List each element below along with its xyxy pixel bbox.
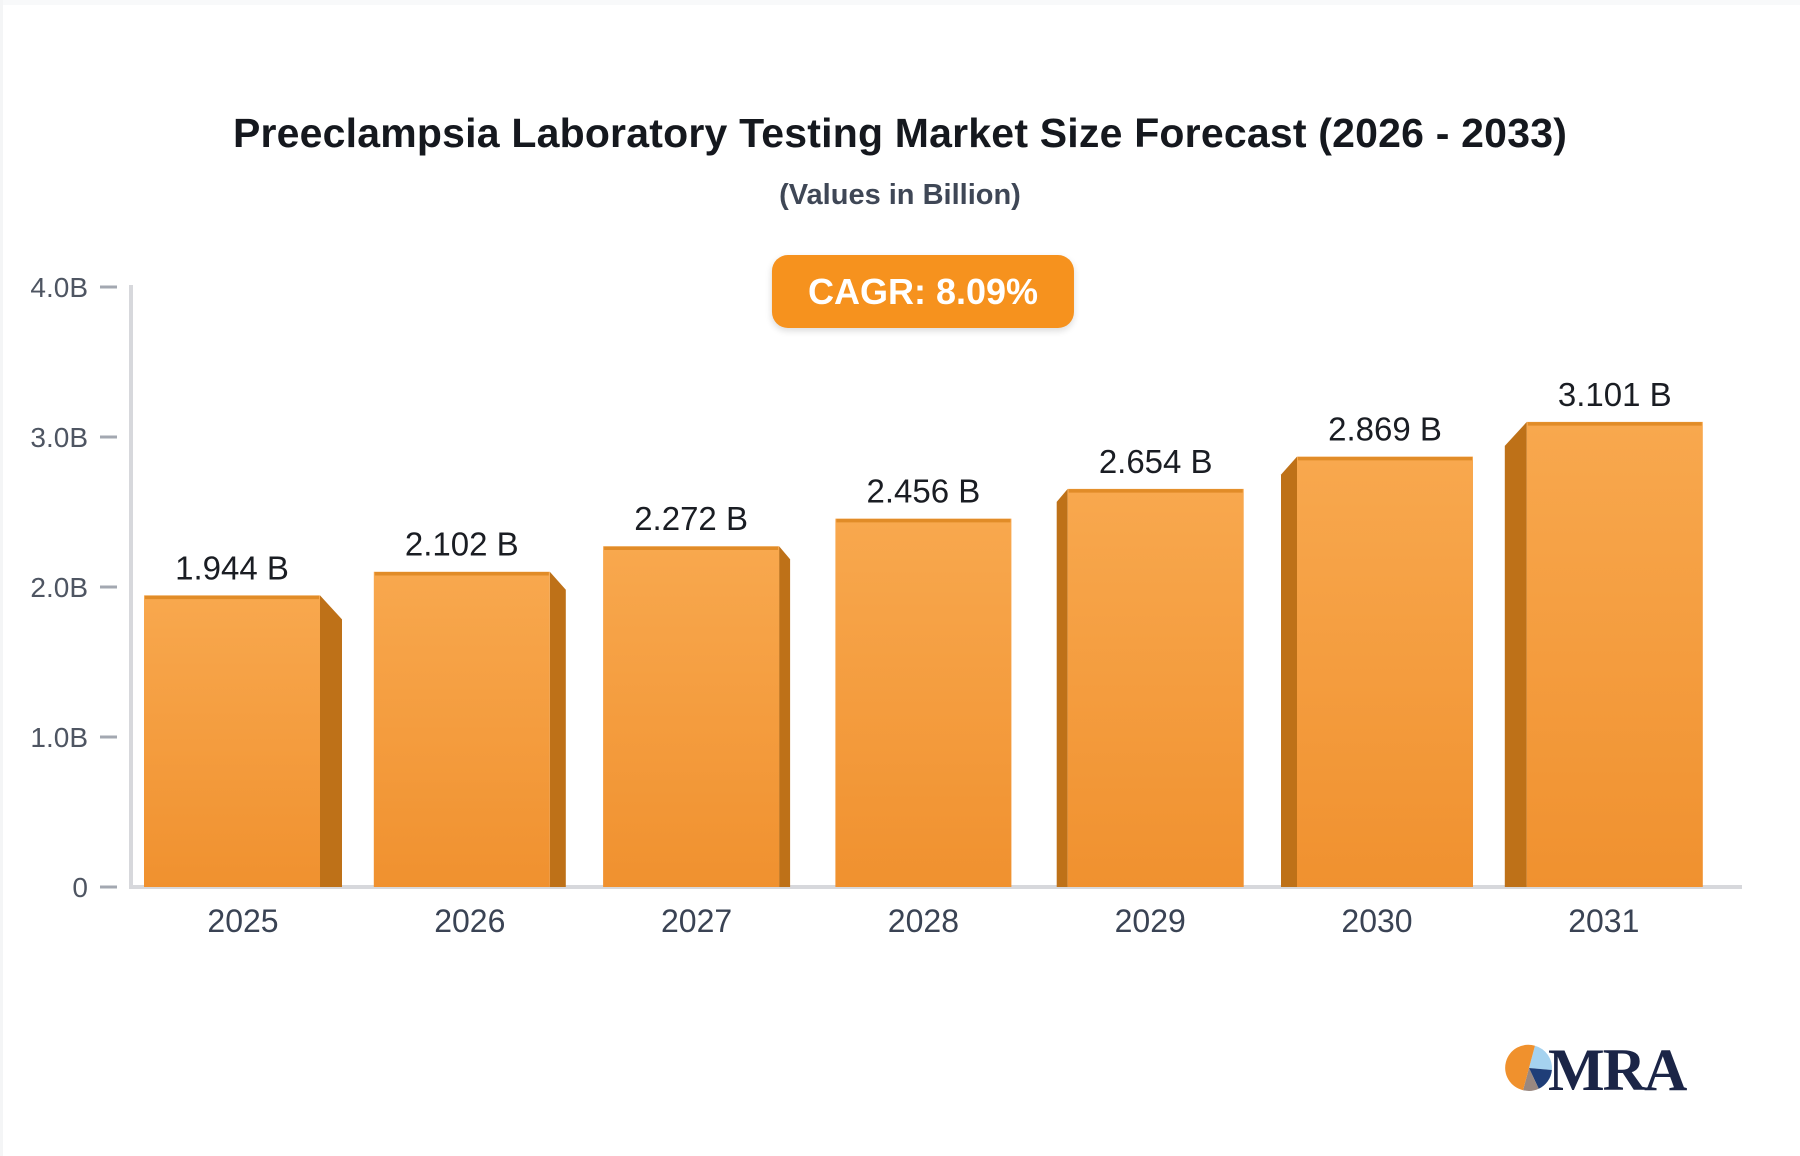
bar-face-2030	[1297, 456, 1473, 887]
x-axis-label-2028: 2028	[888, 903, 959, 939]
bar-side-2025	[320, 595, 342, 887]
mra-logo-pie-icon	[1505, 1044, 1552, 1091]
bar-value-label-2025: 1.944 B	[175, 549, 289, 586]
bar-face-2029	[1067, 488, 1244, 887]
bar-value-label-2026: 2.102 B	[405, 526, 519, 563]
y-axis-label: 4.0B	[30, 272, 88, 303]
bar-value-label-2030: 2.869 B	[1328, 411, 1442, 448]
bar-face-2028	[835, 518, 1012, 887]
x-axis-label-2029: 2029	[1115, 903, 1186, 939]
bar-2027: 2.272 B 2027	[603, 500, 791, 939]
x-axis-label-2026: 2026	[434, 903, 505, 939]
bar-side-2031	[1504, 421, 1527, 887]
bar-side-2026	[549, 571, 566, 887]
cagr-badge: CAGR: 8.09%	[771, 255, 1075, 328]
y-axis-label: 0	[72, 872, 88, 903]
bar-face-2025	[144, 595, 320, 887]
bar-2025: 1.944 B 2025	[144, 549, 342, 939]
page-left-border	[0, 0, 3, 1156]
x-axis-label-2031: 2031	[1568, 903, 1639, 939]
mra-logo: MRA	[1505, 1037, 1689, 1103]
bar-2031: 3.101 B 2031	[1504, 376, 1703, 939]
bar-side-2029	[1056, 488, 1068, 887]
bar-value-label-2027: 2.272 B	[634, 500, 748, 537]
bar-side-2030	[1281, 456, 1297, 887]
bar-2029: 2.654 B 2029	[1056, 443, 1244, 939]
bar-face-2031	[1526, 421, 1703, 887]
x-axis-label-2027: 2027	[661, 903, 732, 939]
y-axis-label: 2.0B	[30, 572, 88, 603]
bar-face-2026	[373, 571, 550, 887]
bar-2026: 2.102 B 2026	[373, 526, 566, 939]
bar-2028: 2.456 B 2028	[835, 473, 1012, 939]
bar-value-label-2029: 2.654 B	[1099, 443, 1213, 480]
bar-face-2027	[603, 546, 780, 887]
y-axis-label: 3.0B	[30, 422, 88, 453]
mra-logo-text: MRA	[1548, 1037, 1687, 1103]
x-axis-label-2030: 2030	[1341, 903, 1412, 939]
x-axis-label-2025: 2025	[207, 903, 278, 939]
bar-2030: 2.869 B 2030	[1281, 411, 1473, 939]
bar-side-2027	[779, 546, 791, 887]
bar-value-label-2031: 3.101 B	[1558, 376, 1672, 413]
page-top-border	[0, 0, 1800, 5]
y-axis-label: 1.0B	[30, 722, 88, 753]
bar-value-label-2028: 2.456 B	[867, 473, 981, 510]
